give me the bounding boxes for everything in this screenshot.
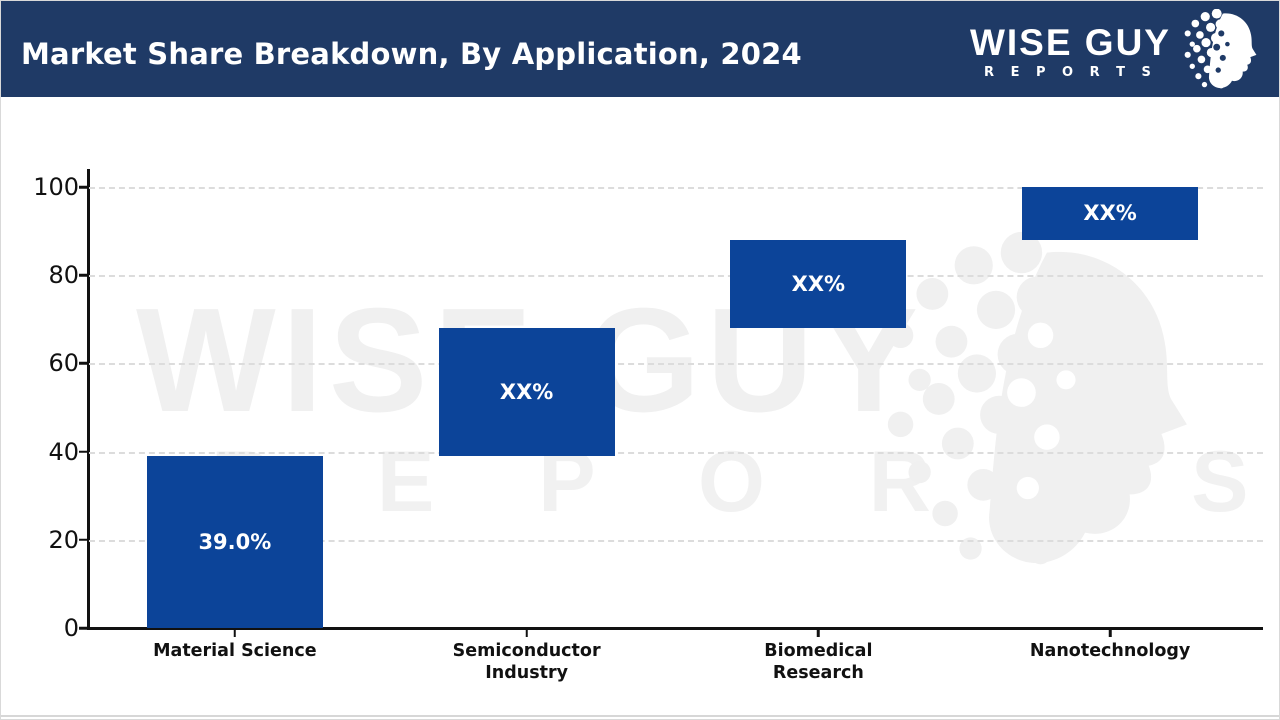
gridline-80 xyxy=(89,275,1263,278)
y-tick-mark-60 xyxy=(79,362,88,365)
bar-value-label: XX% xyxy=(1083,201,1137,226)
gridline-100 xyxy=(89,187,1263,189)
gridline-60 xyxy=(89,363,1263,366)
x-tick-mark-2 xyxy=(817,629,820,637)
y-tick-mark-40 xyxy=(79,450,88,453)
y-axis-line xyxy=(87,169,90,629)
brand-subtitle: R E P O R T S xyxy=(984,64,1157,80)
brand-name: WISE GUY xyxy=(969,21,1171,63)
bar-segment-2: XX% xyxy=(730,239,907,329)
x-category-label-2: Biomedical Research xyxy=(764,641,873,683)
x-category-label-3: Nanotechnology xyxy=(1029,641,1191,661)
bar-segment-0: 39.0% xyxy=(146,456,323,628)
x-tick-mark-1 xyxy=(525,629,528,637)
y-tick-label-20: 20 xyxy=(48,525,79,554)
brand-logo: WISE GUY R E P O R T S xyxy=(970,5,1265,93)
bar-segment-1: XX% xyxy=(438,328,615,456)
y-tick-label-60: 60 xyxy=(48,349,79,378)
bar-value-label: XX% xyxy=(791,272,846,296)
x-tick-mark-0 xyxy=(233,629,237,637)
head-profile-logo-icon xyxy=(1184,9,1257,89)
y-tick-label-100: 100 xyxy=(33,173,79,201)
y-tick-label-0: 0 xyxy=(63,614,79,642)
y-tick-mark-20 xyxy=(79,538,88,542)
x-category-label-1: Semiconductor Industry xyxy=(452,641,601,683)
y-tick-mark-100 xyxy=(79,185,88,189)
y-tick-mark-80 xyxy=(79,273,88,277)
bar-value-label: 39.0% xyxy=(198,529,272,554)
bar-segment-3: XX% xyxy=(1022,187,1199,240)
x-axis-line xyxy=(87,627,1263,630)
brand-logo-text: WISE GUY R E P O R T S xyxy=(970,24,1171,79)
chart-title: Market Share Breakdown, By Application, … xyxy=(21,37,802,71)
gridline-20 xyxy=(89,539,1263,542)
x-tick-mark-3 xyxy=(1108,629,1112,637)
y-tick-label-40: 40 xyxy=(48,437,79,466)
x-category-label-0: Material Science xyxy=(153,641,317,661)
bottom-divider xyxy=(1,715,1279,717)
y-tick-label-80: 80 xyxy=(48,261,79,290)
y-tick-mark-0 xyxy=(79,626,88,630)
header-bar: Market Share Breakdown, By Application, … xyxy=(1,1,1279,97)
bar-value-label: XX% xyxy=(499,380,554,405)
gridline-40 xyxy=(89,451,1263,454)
